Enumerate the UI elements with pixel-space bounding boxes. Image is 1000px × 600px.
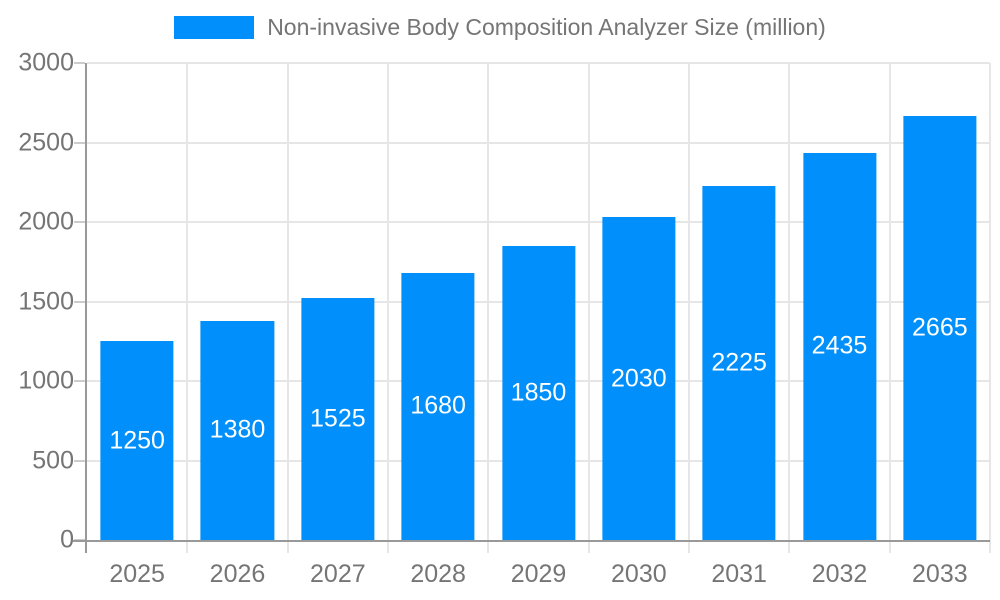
y-gridline <box>87 62 990 64</box>
x-axis-label: 2026 <box>209 560 266 588</box>
x-axis-line <box>73 540 990 542</box>
legend[interactable]: Non-invasive Body Composition Analyzer S… <box>0 14 1000 41</box>
bar-2030: 2030 <box>602 217 676 540</box>
x-axis-label: 2027 <box>310 560 366 588</box>
x-axis-label: 2033 <box>912 560 968 588</box>
x-gridline <box>989 63 991 553</box>
bar-2033: 2665 <box>903 116 977 540</box>
bar-value-label: 1680 <box>410 391 466 420</box>
x-gridline <box>186 63 189 553</box>
bar-value-label: 1250 <box>109 426 165 455</box>
bar-value-label: 2435 <box>811 331 868 360</box>
bar-value-label: 1850 <box>510 378 567 407</box>
bar-2026: 1380 <box>200 320 275 540</box>
x-axis-label: 2029 <box>510 560 567 588</box>
bar-value-label: 2665 <box>912 313 968 342</box>
plot-area: 0 500 1000 1500 2000 2500 3000 1250 2025 1380 2026… <box>18 50 991 587</box>
y-axis-tick-label: 1500 <box>18 287 74 315</box>
x-gridline <box>687 63 690 553</box>
y-tick-mark <box>74 459 85 462</box>
x-gridline <box>788 63 791 553</box>
y-axis-tick-label: 1000 <box>18 366 74 395</box>
y-tick-mark <box>74 380 85 383</box>
x-gridline <box>888 63 891 553</box>
bar-2032: 2435 <box>802 152 877 540</box>
y-tick-mark <box>74 62 85 64</box>
y-axis-tick-label: 3000 <box>18 48 74 77</box>
x-gridline <box>286 63 289 553</box>
x-gridline <box>587 63 590 553</box>
legend-label: Non-invasive Body Composition Analyzer S… <box>267 14 826 40</box>
bar-2027: 1525 <box>301 297 375 540</box>
y-axis-tick-label: 2000 <box>18 207 74 236</box>
bar-2025: 1250 <box>100 341 174 540</box>
bar-value-label: 1380 <box>209 415 266 444</box>
x-axis-label: 2028 <box>410 560 466 588</box>
bar-value-label: 2030 <box>611 364 667 393</box>
x-axis-label: 2030 <box>611 560 667 588</box>
bar-2028: 1680 <box>401 272 475 540</box>
bar-value-label: 2225 <box>711 348 767 377</box>
bar-2031: 2225 <box>702 186 776 540</box>
y-axis-line <box>85 63 87 553</box>
y-gridline <box>87 221 990 224</box>
y-gridline <box>87 141 990 144</box>
y-tick-mark <box>74 141 85 144</box>
x-axis-label: 2032 <box>811 560 868 588</box>
x-gridline <box>487 63 490 553</box>
legend-swatch[interactable] <box>174 16 255 39</box>
bar-value-label: 1525 <box>310 404 366 433</box>
x-axis-label: 2025 <box>109 560 165 588</box>
y-axis-tick-label: 0 <box>60 525 74 554</box>
y-axis-tick-label: 2500 <box>18 128 74 156</box>
y-axis-tick-label: 500 <box>32 446 74 475</box>
y-tick-mark <box>74 221 85 224</box>
bar-2029: 1850 <box>501 245 576 540</box>
y-tick-mark <box>74 300 85 303</box>
x-axis-label: 2031 <box>711 560 767 588</box>
x-gridline <box>386 63 389 553</box>
